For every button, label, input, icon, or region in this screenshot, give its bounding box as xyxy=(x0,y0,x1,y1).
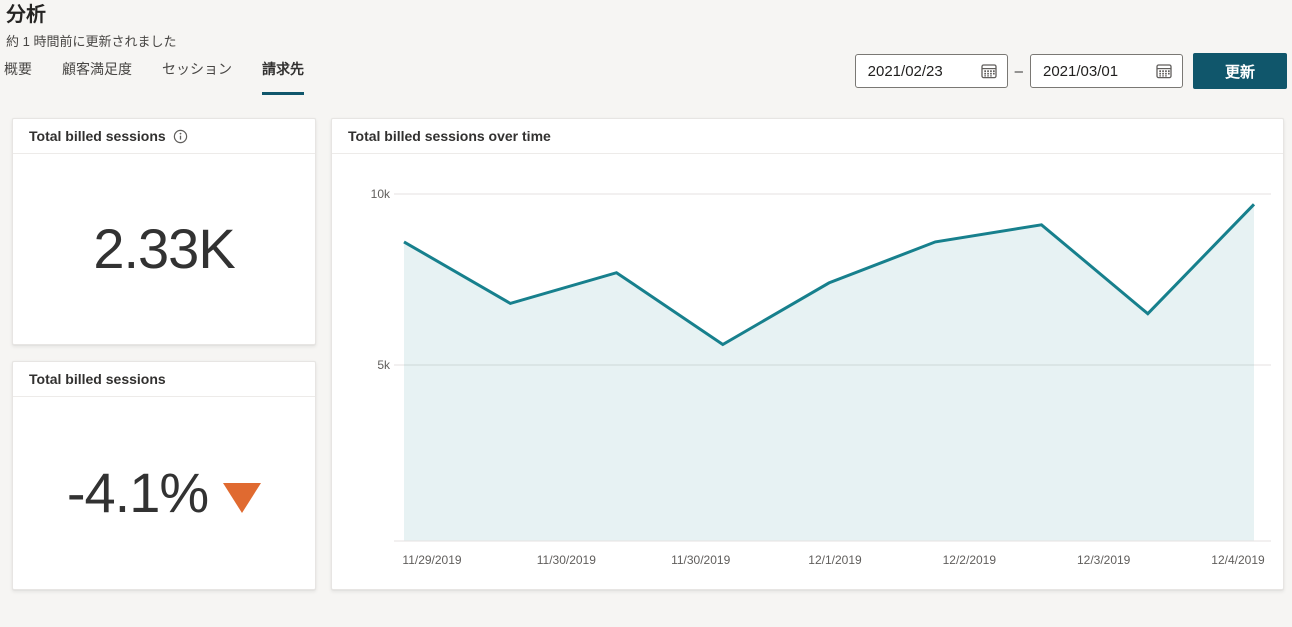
x-tick-label: 11/29/2019 xyxy=(402,553,461,567)
y-tick-label: 10k xyxy=(371,187,391,201)
end-date-value: 2021/03/01 xyxy=(1043,62,1119,80)
page-title: 分析 xyxy=(6,4,46,26)
card-header: Total billed sessions over time xyxy=(332,119,1283,154)
kpi-body: 2.33K xyxy=(13,154,315,344)
x-tick-label: 12/2/2019 xyxy=(943,553,997,567)
tab-customer-satisfaction[interactable]: 顧客満足度 xyxy=(62,61,132,77)
x-tick-label: 12/3/2019 xyxy=(1077,553,1131,567)
refresh-button[interactable]: 更新 xyxy=(1193,53,1287,89)
info-icon[interactable] xyxy=(173,129,188,144)
tab-billing[interactable]: 請求先 xyxy=(262,61,304,95)
x-tick-label: 12/4/2019 xyxy=(1211,553,1265,567)
card-header: Total billed sessions xyxy=(13,119,315,154)
date-range-separator: – xyxy=(1014,62,1023,80)
x-tick-label: 11/30/2019 xyxy=(671,553,730,567)
card-title: Total billed sessions xyxy=(29,371,166,387)
calendar-icon[interactable] xyxy=(1155,62,1173,80)
calendar-icon[interactable] xyxy=(980,62,998,80)
tab-overview[interactable]: 概要 xyxy=(4,61,32,77)
series-line xyxy=(403,203,1256,347)
x-tick-label: 12/1/2019 xyxy=(808,553,862,567)
tab-sessions[interactable]: セッション xyxy=(162,61,232,77)
triangle-down-icon xyxy=(223,483,262,513)
date-range-controls: 2021/02/23 – 2021/03/01 xyxy=(854,53,1287,89)
analytics-tabbar: 概要 顧客満足度 セッション 請求先 xyxy=(4,61,304,95)
end-date-input[interactable]: 2021/03/01 xyxy=(1030,54,1183,88)
billed-sessions-change-value: -4.1% xyxy=(66,461,209,524)
total-billed-sessions-value: 2.33K xyxy=(93,217,235,280)
card-header: Total billed sessions xyxy=(13,362,315,397)
start-date-value: 2021/02/23 xyxy=(867,62,943,80)
last-updated-text: 約 1 時間前に更新されました xyxy=(6,34,177,49)
kpi-body: -4.1% xyxy=(13,397,315,589)
x-tick-label: 11/30/2019 xyxy=(537,553,596,567)
chart-body: 5k 10k 11/29/2019 11/30/2019 11/30/2019 12/1/… xyxy=(332,153,1285,591)
total-billed-sessions-card: Total billed sessions 2.33K xyxy=(12,118,316,345)
billed-sessions-change-card: Total billed sessions -4.1% xyxy=(12,361,316,590)
area-fill xyxy=(404,204,1254,542)
y-tick-label: 5k xyxy=(377,358,391,372)
card-title: Total billed sessions xyxy=(29,128,166,144)
start-date-input[interactable]: 2021/02/23 xyxy=(854,54,1008,88)
sessions-area-chart: 5k 10k 11/29/2019 11/30/2019 11/30/2019 12/1/… xyxy=(371,187,1271,567)
chart-title: Total billed sessions over time xyxy=(348,128,551,144)
sessions-over-time-card: Total billed sessions over time 5k 10k 11/… xyxy=(331,118,1284,590)
